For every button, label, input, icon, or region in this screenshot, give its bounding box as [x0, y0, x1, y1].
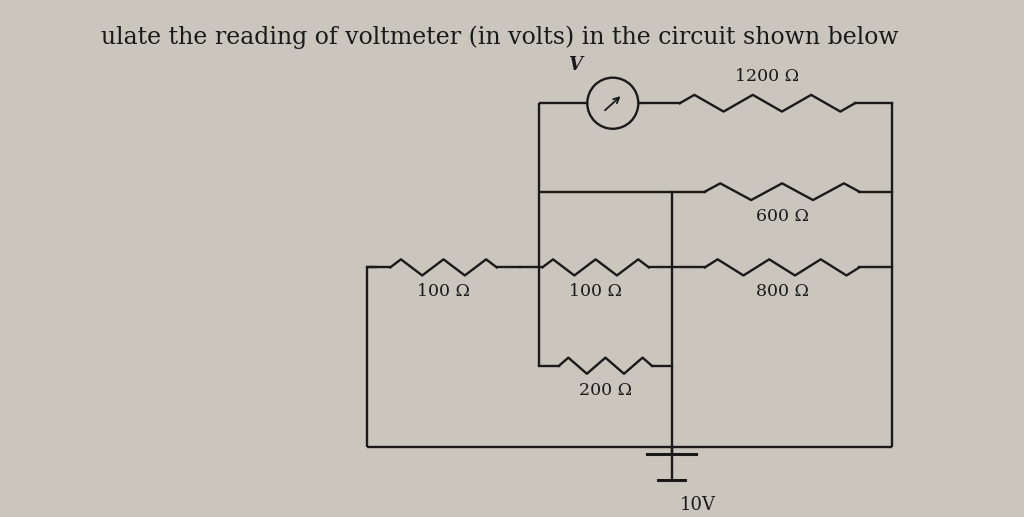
- Text: ulate the reading of voltmeter (in volts) in the circuit shown below: ulate the reading of voltmeter (in volts…: [101, 25, 899, 49]
- Text: V: V: [568, 56, 583, 74]
- Text: 100 Ω: 100 Ω: [417, 283, 470, 300]
- Text: 100 Ω: 100 Ω: [569, 283, 622, 300]
- Text: 1200 Ω: 1200 Ω: [735, 68, 800, 85]
- Text: 600 Ω: 600 Ω: [756, 208, 809, 225]
- Text: 10V: 10V: [680, 496, 716, 514]
- Text: 800 Ω: 800 Ω: [756, 283, 809, 300]
- Text: 200 Ω: 200 Ω: [579, 383, 632, 400]
